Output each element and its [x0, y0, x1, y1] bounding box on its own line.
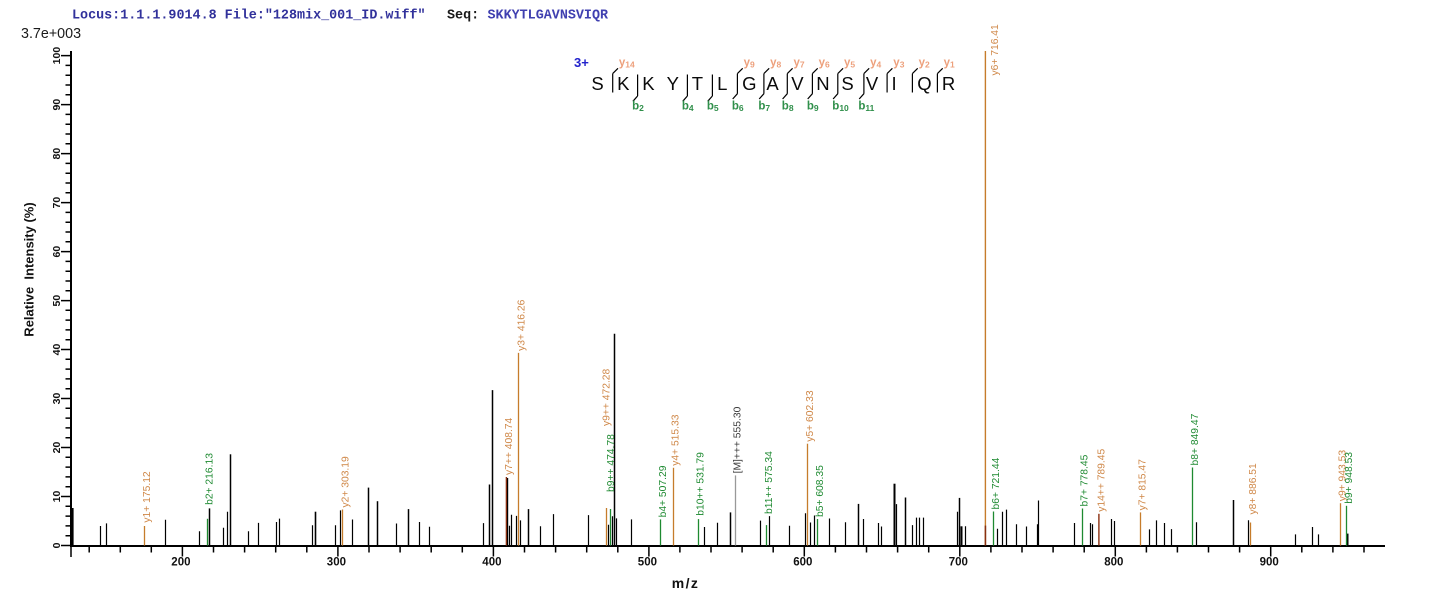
- svg-text:900: 900: [1260, 557, 1279, 569]
- svg-text:y4+ 515.33: y4+ 515.33: [671, 414, 682, 466]
- svg-text:b9++ 474.78: b9++ 474.78: [606, 434, 617, 492]
- svg-text:b11: b11: [858, 101, 874, 114]
- svg-text:A: A: [766, 73, 779, 94]
- svg-text:y7: y7: [794, 57, 805, 70]
- svg-text:Locus:1.1.1.9014.8 File:"128mi: Locus:1.1.1.9014.8 File:"128mix_001_ID.w…: [72, 9, 426, 24]
- svg-text:N: N: [816, 73, 829, 94]
- svg-text:b9: b9: [807, 101, 819, 114]
- svg-text:y5+ 602.33: y5+ 602.33: [805, 390, 816, 442]
- svg-text:y2+ 303.19: y2+ 303.19: [340, 456, 351, 508]
- svg-text:b7: b7: [758, 101, 770, 114]
- svg-text:m/z: m/z: [672, 575, 700, 591]
- svg-text:b5+ 608.35: b5+ 608.35: [815, 465, 826, 517]
- svg-text:20: 20: [51, 442, 63, 454]
- svg-text:0: 0: [51, 542, 63, 548]
- svg-text:b6: b6: [732, 101, 744, 114]
- svg-text:Y: Y: [667, 73, 679, 94]
- svg-text:b11++ 575.34: b11++ 575.34: [764, 451, 775, 514]
- svg-text:y14: y14: [619, 57, 635, 70]
- svg-text:b10: b10: [832, 101, 849, 114]
- svg-text:K: K: [617, 73, 630, 94]
- svg-text:G: G: [742, 73, 756, 94]
- svg-text:b10++ 531.79: b10++ 531.79: [696, 452, 707, 516]
- svg-text:Relative Intensity (%): Relative Intensity (%): [22, 202, 37, 336]
- svg-text:y7+ 815.47: y7+ 815.47: [1138, 459, 1149, 511]
- svg-text:K: K: [642, 73, 655, 94]
- svg-text:SKKYTLGAVNSVIQR: SKKYTLGAVNSVIQR: [488, 9, 609, 24]
- svg-text:400: 400: [482, 557, 501, 569]
- svg-text:y9++ 472.28: y9++ 472.28: [602, 368, 613, 426]
- svg-text:[M]+++ 555.30: [M]+++ 555.30: [733, 406, 744, 473]
- svg-text:3.7e+003: 3.7e+003: [21, 26, 81, 42]
- svg-text:b2: b2: [632, 101, 644, 114]
- svg-text:b4+ 507.29: b4+ 507.29: [658, 465, 669, 517]
- svg-text:b2+ 216.13: b2+ 216.13: [205, 453, 216, 505]
- svg-text:b8: b8: [782, 101, 794, 114]
- svg-text:y2: y2: [919, 57, 930, 70]
- svg-text:S: S: [591, 73, 603, 94]
- svg-text:y3+ 416.26: y3+ 416.26: [516, 299, 527, 351]
- svg-text:V: V: [866, 73, 879, 94]
- svg-text:b4: b4: [682, 101, 694, 114]
- svg-text:y9: y9: [744, 57, 755, 70]
- svg-text:Q: Q: [917, 73, 931, 94]
- svg-text:R: R: [942, 73, 955, 94]
- svg-text:y1+ 175.12: y1+ 175.12: [142, 471, 153, 523]
- svg-text:700: 700: [949, 557, 968, 569]
- svg-text:L: L: [717, 73, 727, 94]
- svg-text:T: T: [692, 73, 703, 94]
- svg-text:V: V: [791, 73, 804, 94]
- svg-text:y14++ 789.45: y14++ 789.45: [1096, 449, 1107, 512]
- svg-text:3+: 3+: [574, 55, 589, 70]
- svg-text:y5: y5: [844, 57, 855, 70]
- svg-text:y7++ 408.74: y7++ 408.74: [504, 417, 515, 475]
- svg-text:40: 40: [51, 344, 63, 356]
- svg-text:800: 800: [1104, 557, 1123, 569]
- svg-text:60: 60: [51, 246, 63, 258]
- svg-text:y4: y4: [870, 57, 881, 70]
- svg-text:500: 500: [638, 557, 657, 569]
- svg-text:I: I: [892, 73, 897, 94]
- svg-text:Seq:: Seq:: [447, 9, 479, 24]
- svg-text:10: 10: [51, 491, 63, 503]
- svg-text:300: 300: [327, 557, 346, 569]
- svg-text:y1: y1: [944, 57, 955, 70]
- svg-text:70: 70: [51, 197, 63, 209]
- svg-text:b9+ 948.53: b9+ 948.53: [1344, 452, 1355, 504]
- svg-text:y6+ 716.41: y6+ 716.41: [990, 24, 1001, 76]
- svg-text:y8+ 886.51: y8+ 886.51: [1248, 463, 1259, 515]
- svg-text:600: 600: [793, 557, 812, 569]
- svg-text:b7+ 778.45: b7+ 778.45: [1080, 454, 1091, 506]
- svg-text:90: 90: [51, 99, 63, 111]
- svg-text:100: 100: [51, 47, 63, 65]
- svg-text:S: S: [841, 73, 853, 94]
- svg-text:y3: y3: [893, 57, 904, 70]
- svg-text:b6+ 721.44: b6+ 721.44: [991, 457, 1002, 509]
- svg-text:y9+ 943.53: y9+ 943.53: [1338, 450, 1349, 502]
- svg-text:30: 30: [51, 393, 63, 405]
- svg-text:b5: b5: [707, 101, 719, 114]
- svg-text:y8: y8: [770, 57, 781, 70]
- svg-text:200: 200: [171, 557, 190, 569]
- svg-text:80: 80: [51, 148, 63, 160]
- svg-text:b8+ 849.47: b8+ 849.47: [1190, 413, 1201, 465]
- svg-text:y6: y6: [819, 57, 830, 70]
- svg-text:50: 50: [51, 295, 63, 307]
